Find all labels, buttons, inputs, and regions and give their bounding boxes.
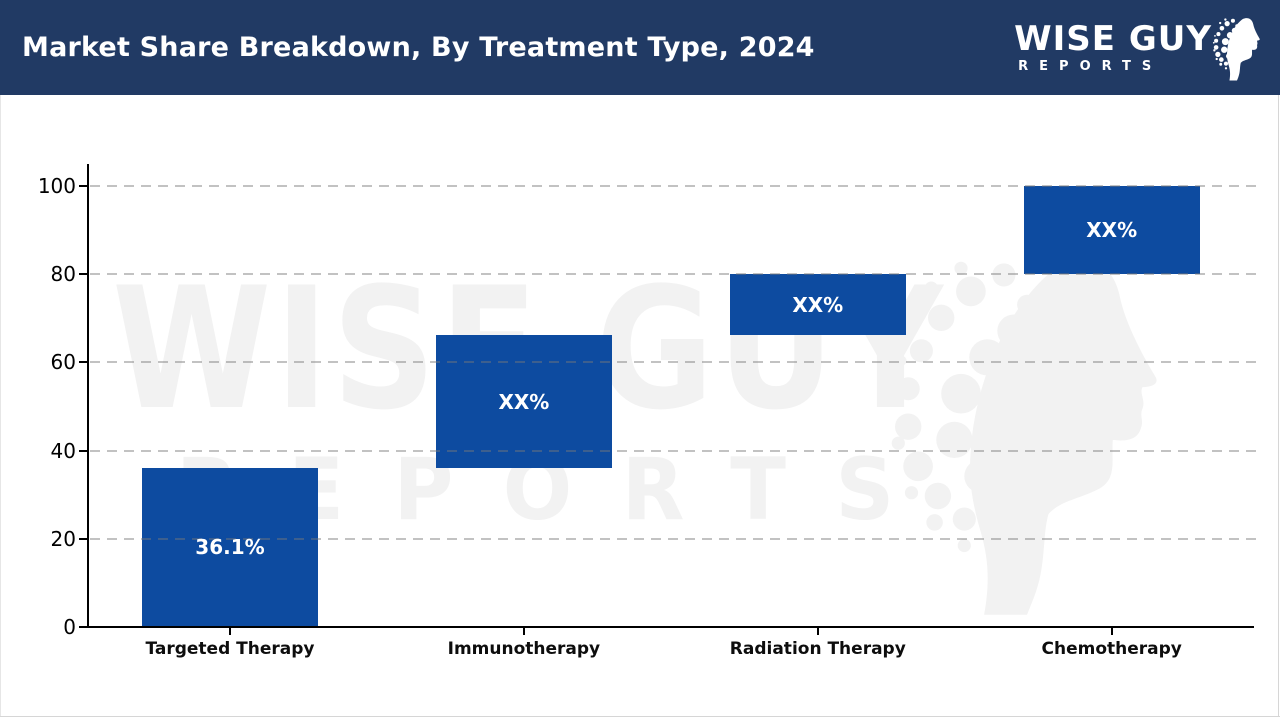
bar-value-label: XX%	[1086, 217, 1138, 242]
y-axis-tick-label: 40	[50, 438, 76, 463]
right-border-line	[1278, 95, 1279, 716]
logo-head-icon	[1208, 10, 1266, 86]
y-axis-tick-mark	[79, 449, 87, 452]
x-axis-tick-mark	[522, 628, 525, 635]
y-gridline	[90, 361, 1262, 364]
bar-segment	[142, 467, 318, 627]
x-axis-category-label: Targeted Therapy	[145, 639, 315, 659]
bar-value-label: XX%	[792, 292, 844, 317]
y-axis-tick-mark	[79, 361, 87, 364]
x-axis-tick-mark	[816, 628, 819, 635]
bottom-border-line	[0, 716, 1280, 717]
bar-value-label: 36.1%	[195, 535, 265, 560]
y-axis-tick-label: 0	[63, 615, 76, 639]
x-axis-category-label: Immunotherapy	[447, 639, 601, 659]
y-gridline	[90, 537, 1262, 540]
x-axis-tick-mark	[1110, 628, 1113, 635]
bar-segment	[1023, 186, 1200, 274]
x-axis-line	[87, 626, 1254, 628]
x-axis-category-label: Chemotherapy	[1041, 639, 1182, 659]
logo-subtext: REPORTS	[1018, 59, 1163, 74]
y-axis-tick-mark	[79, 185, 87, 187]
brand-logo: WISE GUY REPORTS	[1014, 7, 1266, 89]
y-axis-tick-mark	[79, 626, 87, 628]
y-gridline	[90, 449, 1262, 452]
y-gridline	[90, 185, 1262, 187]
left-border-line	[0, 95, 1, 716]
y-gridline	[90, 273, 1262, 276]
x-axis-tick-mark	[229, 628, 231, 635]
page-title: Market Share Breakdown, By Treatment Typ…	[22, 32, 815, 63]
y-axis-tick-label: 80	[50, 262, 76, 287]
brand-logo-text: WISE GUY REPORTS	[1014, 21, 1212, 75]
y-axis-tick-label: 60	[50, 350, 76, 375]
y-axis-tick-label: 100	[37, 174, 76, 198]
bar-segment	[729, 273, 906, 336]
bar-segment	[435, 335, 612, 468]
y-axis-line	[87, 164, 89, 628]
header-bar: Market Share Breakdown, By Treatment Typ…	[0, 0, 1280, 95]
y-axis-tick-label: 20	[50, 526, 76, 551]
logo-wordmark: WISE GUY	[1014, 19, 1212, 59]
y-axis-tick-mark	[79, 537, 87, 540]
y-axis-tick-mark	[79, 273, 87, 276]
x-axis-category-label: Radiation Therapy	[729, 639, 906, 659]
bar-value-label: XX%	[498, 389, 550, 414]
